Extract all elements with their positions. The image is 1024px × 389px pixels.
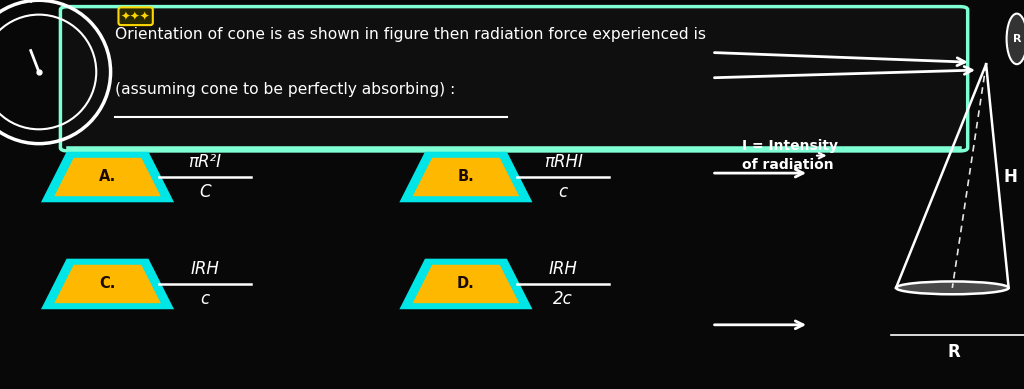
Text: 2c: 2c: [553, 290, 573, 308]
Polygon shape: [399, 152, 532, 202]
Text: R: R: [948, 343, 961, 361]
Text: IRH: IRH: [190, 260, 219, 278]
Text: Orientation of cone is as shown in figure then radiation force experienced is: Orientation of cone is as shown in figur…: [115, 27, 706, 42]
Ellipse shape: [1007, 14, 1024, 64]
Text: (assuming cone to be perfectly absorbing) :: (assuming cone to be perfectly absorbing…: [115, 82, 455, 97]
Text: R: R: [1013, 34, 1021, 44]
Polygon shape: [399, 259, 532, 309]
Polygon shape: [41, 259, 174, 309]
Ellipse shape: [896, 282, 1009, 294]
Text: πRHI: πRHI: [544, 153, 583, 171]
Text: ✦✦✦: ✦✦✦: [121, 10, 151, 23]
Text: A.: A.: [99, 170, 116, 184]
Text: H: H: [1004, 168, 1018, 186]
Text: D.: D.: [457, 277, 475, 291]
Text: C: C: [199, 183, 211, 201]
Polygon shape: [413, 265, 519, 303]
Text: I = Intensity
of radiation: I = Intensity of radiation: [742, 139, 839, 172]
Polygon shape: [413, 158, 519, 196]
Text: C.: C.: [99, 277, 116, 291]
Text: πR²I: πR²I: [188, 153, 221, 171]
Text: B.: B.: [458, 170, 474, 184]
Text: c: c: [559, 183, 567, 201]
Polygon shape: [54, 158, 161, 196]
Text: c: c: [201, 290, 209, 308]
Polygon shape: [41, 152, 174, 202]
Text: IRH: IRH: [549, 260, 578, 278]
FancyBboxPatch shape: [60, 7, 968, 151]
Polygon shape: [54, 265, 161, 303]
